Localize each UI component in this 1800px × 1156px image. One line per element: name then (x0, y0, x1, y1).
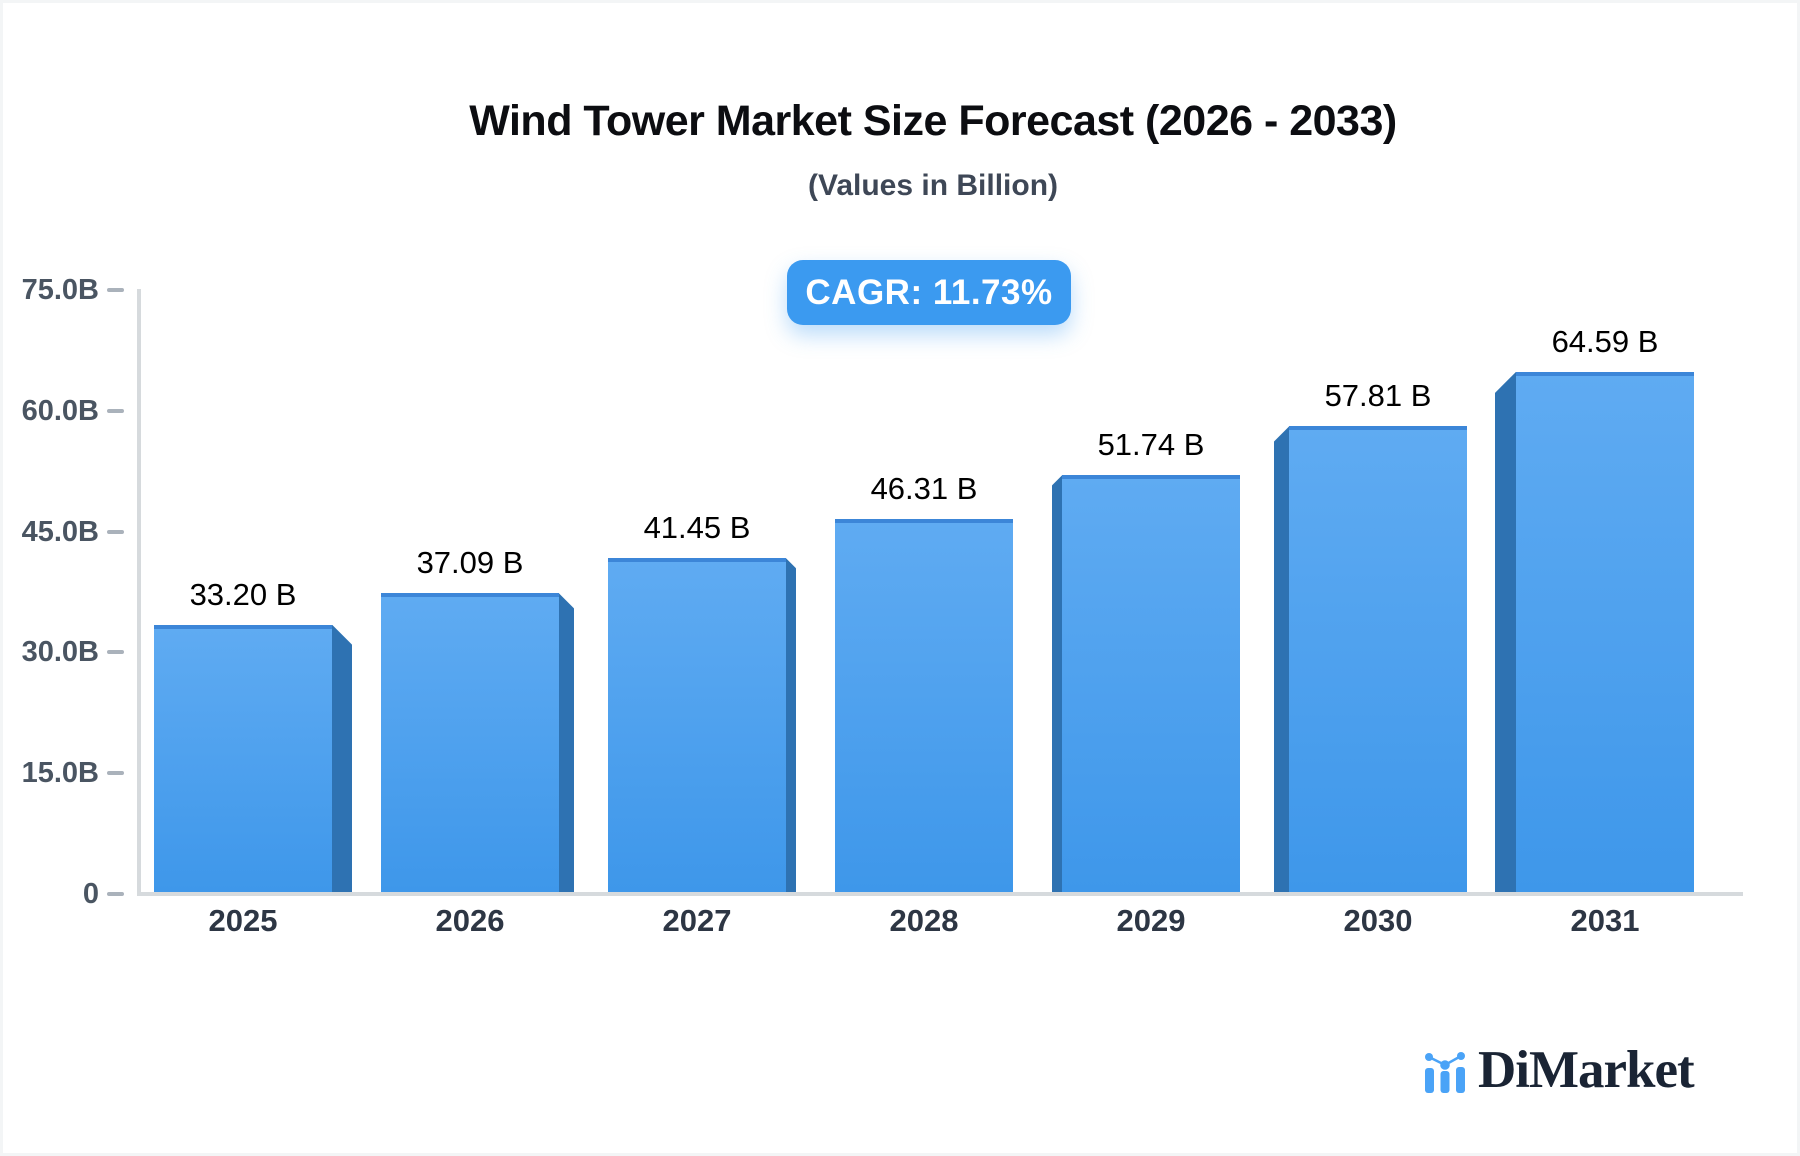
bar-2027 (608, 558, 786, 892)
bar-2028 (835, 519, 1013, 892)
bar-2031 (1516, 371, 1694, 892)
y-axis-line (137, 289, 141, 896)
x-tick-label-2028: 2028 (889, 903, 959, 938)
chart-subtitle: (Values in Billion) (807, 169, 1059, 202)
y-tick-label: 0 (82, 878, 99, 910)
y-tick-mark (107, 650, 124, 655)
y-tick-mark (107, 892, 124, 896)
bar-chart-trend-icon (1425, 1052, 1465, 1093)
bar-3d-side-2031 (1495, 371, 1516, 892)
x-tick-label-2025: 2025 (208, 903, 278, 938)
x-tick-label-2030: 2030 (1343, 903, 1413, 938)
y-tick-mark (107, 771, 124, 776)
bar-value-label: 51.74 B (1097, 427, 1205, 463)
y-tick-mark (107, 529, 124, 534)
y-tick-mark (107, 408, 124, 413)
y-tick-label: 30.0B (21, 636, 99, 669)
chart-title: Wind Tower Market Size Forecast (2026 - … (469, 97, 1397, 145)
x-tick-label-2027: 2027 (662, 903, 732, 938)
cagr-badge: CAGR: 11.73% (787, 260, 1071, 325)
bar-value-label: 33.20 B (189, 576, 297, 612)
bar-2025 (154, 624, 332, 892)
bar-3d-side-2027 (786, 558, 796, 892)
cagr-badge-label: CAGR: 11.73% (805, 272, 1053, 312)
bar-2029 (1062, 475, 1240, 892)
x-tick-label-2026: 2026 (435, 903, 505, 938)
x-tick-label-2029: 2029 (1116, 903, 1186, 938)
y-tick-label: 15.0B (21, 757, 99, 790)
bar-3d-side-2029 (1052, 475, 1062, 892)
y-tick-label: 60.0B (21, 394, 99, 427)
y-tick-label: 45.0B (21, 515, 99, 548)
brand-logo: DiMarket (1422, 1041, 1695, 1099)
y-tick-mark (107, 288, 124, 293)
x-tick-label-2031: 2031 (1570, 903, 1640, 938)
y-tick-label: 75.0B (21, 274, 99, 307)
bar-3d-side-2030 (1274, 426, 1289, 892)
x-axis-line (137, 892, 1743, 896)
bar-value-label: 64.59 B (1551, 323, 1659, 359)
bar-2026 (381, 593, 559, 892)
bar-value-label: 46.31 B (870, 471, 978, 507)
bar-3d-side-2026 (559, 593, 574, 892)
bar-value-label: 57.81 B (1324, 378, 1432, 414)
bar-3d-side-2025 (332, 624, 352, 892)
brand-logo-text: DiMarket (1478, 1041, 1695, 1099)
bar-value-label: 37.09 B (416, 545, 524, 581)
bar-2030 (1289, 426, 1467, 892)
bar-value-label: 41.45 B (643, 510, 751, 546)
